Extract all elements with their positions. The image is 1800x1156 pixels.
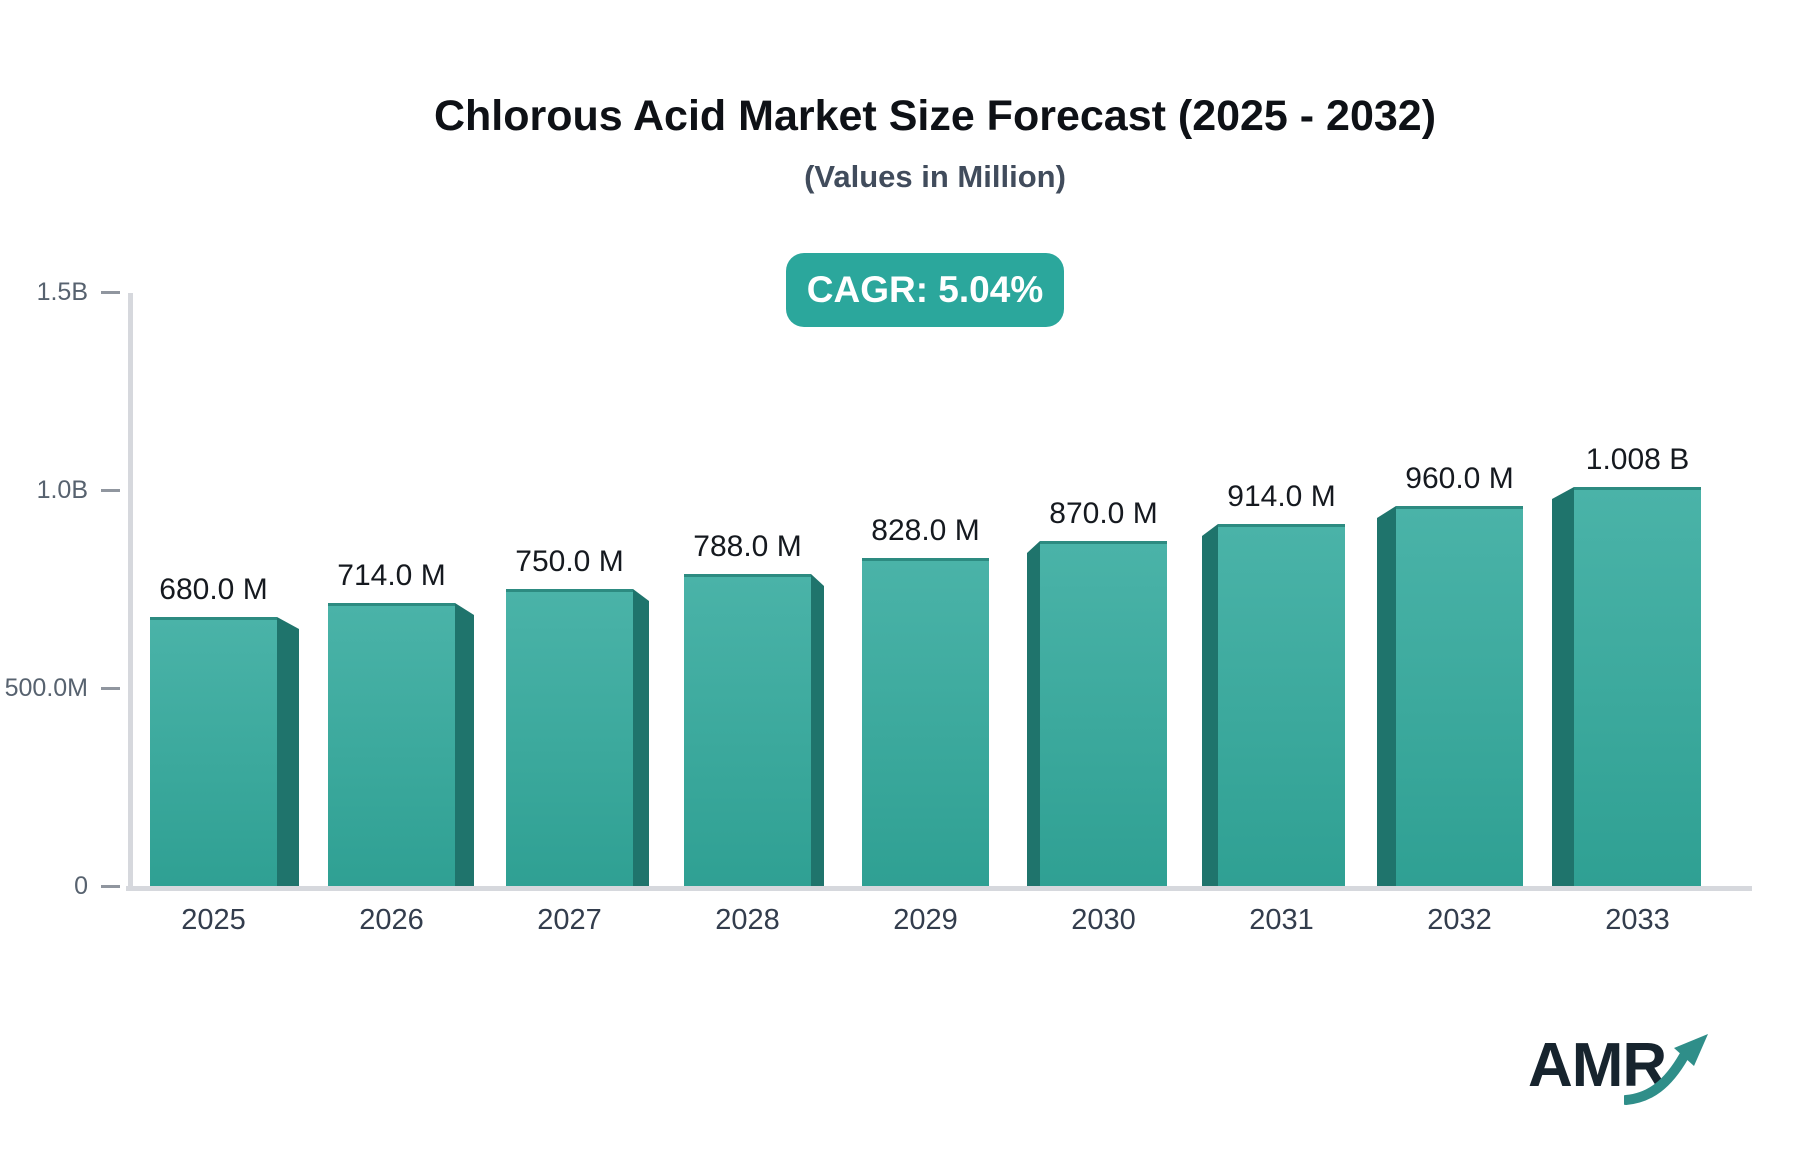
amr-logo: AMR xyxy=(1528,1030,1738,1120)
bar-2029 xyxy=(862,558,989,886)
x-tick-label: 2029 xyxy=(893,904,958,936)
x-tick-label: 2028 xyxy=(715,904,780,936)
y-tick-dash xyxy=(101,291,120,294)
bar-value-label: 870.0 M xyxy=(1049,497,1158,530)
cagr-badge: CAGR: 5.04% xyxy=(786,253,1064,327)
bar-side-3d xyxy=(1377,506,1396,886)
x-tick-label: 2032 xyxy=(1427,904,1492,936)
y-tick-label: 1.0B xyxy=(36,476,88,504)
page-title: Chlorous Acid Market Size Forecast (2025… xyxy=(433,92,1437,140)
bar-value-label: 828.0 M xyxy=(871,514,980,547)
bar-side-3d xyxy=(455,603,474,886)
amr-logo-text: AMR xyxy=(1528,1031,1667,1100)
bar-side-3d xyxy=(1552,487,1574,886)
trend-arrow-icon xyxy=(1624,1034,1708,1105)
x-tick-label: 2025 xyxy=(181,904,246,936)
bar-2031 xyxy=(1218,524,1345,886)
bar-2025 xyxy=(150,617,277,886)
y-tick-dash xyxy=(101,687,120,690)
x-tick-label: 2030 xyxy=(1071,904,1136,936)
y-tick-dash xyxy=(101,885,120,888)
bar-value-label: 788.0 M xyxy=(693,530,802,563)
bar-2032 xyxy=(1396,506,1523,886)
page-subtitle: (Values in Million) xyxy=(804,159,1066,194)
bar-value-label: 1.008 B xyxy=(1585,443,1690,476)
bar-value-label: 914.0 M xyxy=(1227,480,1336,513)
bar-2028 xyxy=(684,574,811,886)
bar-side-3d xyxy=(633,589,649,886)
bar-2030 xyxy=(1040,541,1167,886)
bar-side-3d xyxy=(811,574,824,886)
x-tick-label: 2026 xyxy=(359,904,424,936)
y-tick-label: 500.0M xyxy=(4,674,88,702)
y-tick-dash xyxy=(101,489,120,492)
bar-value-label: 960.0 M xyxy=(1405,462,1514,495)
bar-2026 xyxy=(328,603,455,886)
x-axis-line xyxy=(126,886,1752,891)
bar-2027 xyxy=(506,589,633,886)
bar-value-label: 714.0 M xyxy=(337,559,446,592)
bar-side-3d xyxy=(277,617,299,886)
x-tick-label: 2031 xyxy=(1249,904,1314,936)
y-axis-line xyxy=(128,293,133,891)
chart-header: Chlorous Acid Market Size Forecast (2025… xyxy=(70,0,1800,195)
bar-side-3d xyxy=(1202,524,1218,886)
x-tick-label: 2027 xyxy=(537,904,602,936)
bar-side-3d xyxy=(1027,541,1040,886)
bar-value-label: 750.0 M xyxy=(515,545,624,578)
x-tick-label: 2033 xyxy=(1605,904,1670,936)
y-tick-label: 1.5B xyxy=(36,278,88,306)
bar-2033 xyxy=(1574,487,1701,886)
bar-value-label: 680.0 M xyxy=(159,573,268,606)
y-tick-label: 0 xyxy=(74,872,88,900)
